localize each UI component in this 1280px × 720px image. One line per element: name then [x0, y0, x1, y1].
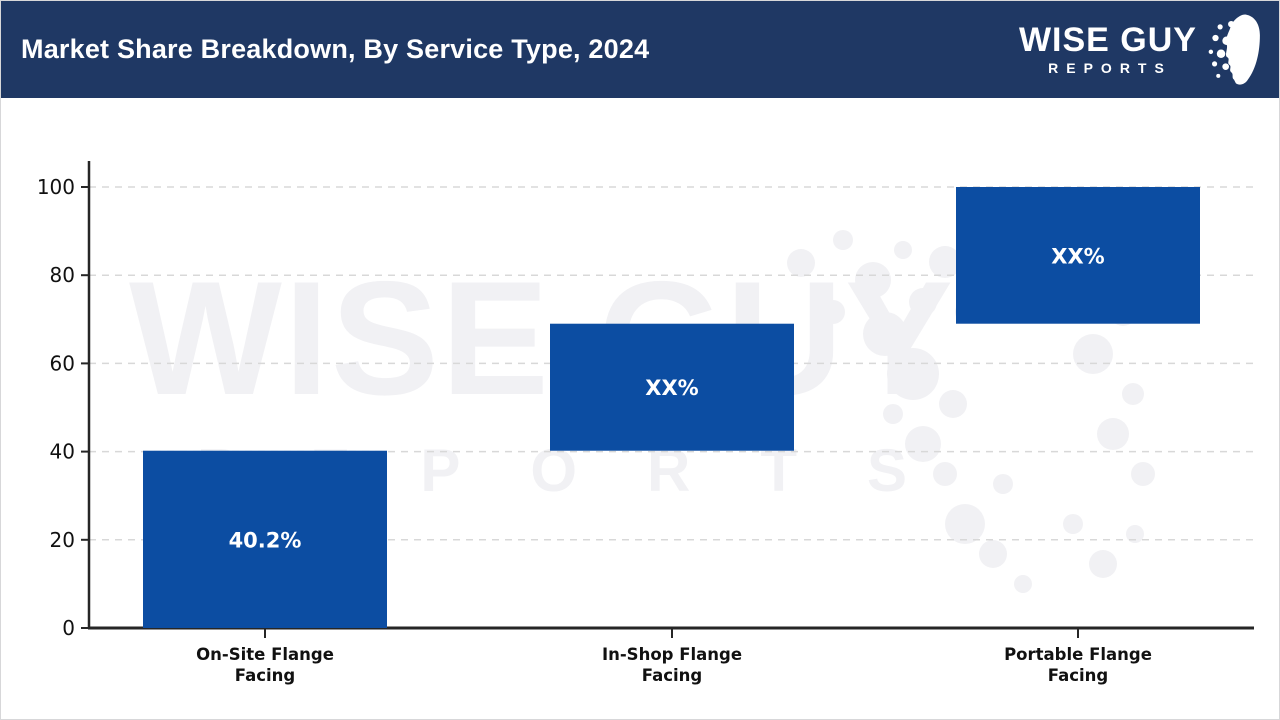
y-tick-label: 60: [50, 351, 75, 375]
y-tick-label: 20: [50, 528, 75, 552]
watermark-head-dot: [933, 462, 957, 486]
logo-brand-text: WISE GUY: [1018, 21, 1197, 59]
bar-segment: [956, 187, 1200, 324]
watermark-head-dot: [787, 249, 815, 277]
watermark-head-dot: [979, 540, 1007, 568]
watermark-head-dot: [1014, 575, 1032, 593]
y-tick-label: 0: [62, 616, 75, 640]
watermark-head-dot: [909, 288, 937, 316]
x-category-label: In-Shop Flange Facing: [602, 645, 742, 685]
y-tick-label: 40: [50, 440, 75, 464]
bar-segment: [143, 450, 387, 628]
bar-value-label: 40.2%: [229, 528, 302, 552]
watermark-head-dot: [993, 474, 1013, 494]
watermark-head-dot: [821, 300, 845, 324]
bar-value-label: XX%: [645, 376, 698, 400]
watermark-head-dot: [833, 230, 853, 250]
plot-area: 0 20 40 60 80 100 40.2% On-Site Flange Facing XX%…: [37, 161, 1254, 685]
wiseguy-logo: WISE GUY REPORTS: [1019, 13, 1263, 87]
x-category-label: Portable Flange Facing: [1004, 645, 1152, 685]
watermark-head-dot: [883, 404, 903, 424]
chart-title: Market Share Breakdown, By Service Type,…: [21, 34, 650, 64]
y-tick-label: 80: [50, 263, 75, 287]
watermark-head-dot: [1126, 525, 1144, 543]
x-category-label: On-Site Flange Facing: [196, 645, 334, 685]
bar-value-label: XX%: [1051, 244, 1104, 268]
watermark-head-dot: [929, 246, 961, 278]
watermark-head-dot: [1097, 418, 1129, 450]
watermark-head-dot: [1122, 383, 1144, 405]
logo-head-icon: [1208, 14, 1260, 85]
header-bar: Market Share Breakdown, By Service Type,…: [1, 1, 1279, 98]
watermark-head-dot: [855, 262, 891, 298]
watermark-head-dot: [905, 426, 941, 462]
watermark-head-dot: [1131, 462, 1155, 486]
watermark-head-dot: [1063, 514, 1083, 534]
watermark-head-dot: [1089, 550, 1117, 578]
watermark-head-dot: [939, 390, 967, 418]
watermark-head-dot: [887, 348, 939, 400]
logo-text: WISE GUY REPORTS: [1019, 23, 1197, 76]
watermark-head-dot: [894, 241, 912, 259]
logo-subtext: REPORTS: [1048, 60, 1172, 76]
watermark-brand-text: WISE GUY: [129, 248, 956, 429]
watermark-head-dot: [945, 504, 985, 544]
waterfall-chart: WISE GUY REPORTS 0 20 40 60 80 100 40.2% On-Sit…: [1, 98, 1279, 719]
watermark-head-dot: [1073, 334, 1113, 374]
y-tick-label: 100: [37, 175, 75, 199]
bar-segment: [550, 323, 794, 451]
watermark-head-dot: [863, 312, 907, 356]
